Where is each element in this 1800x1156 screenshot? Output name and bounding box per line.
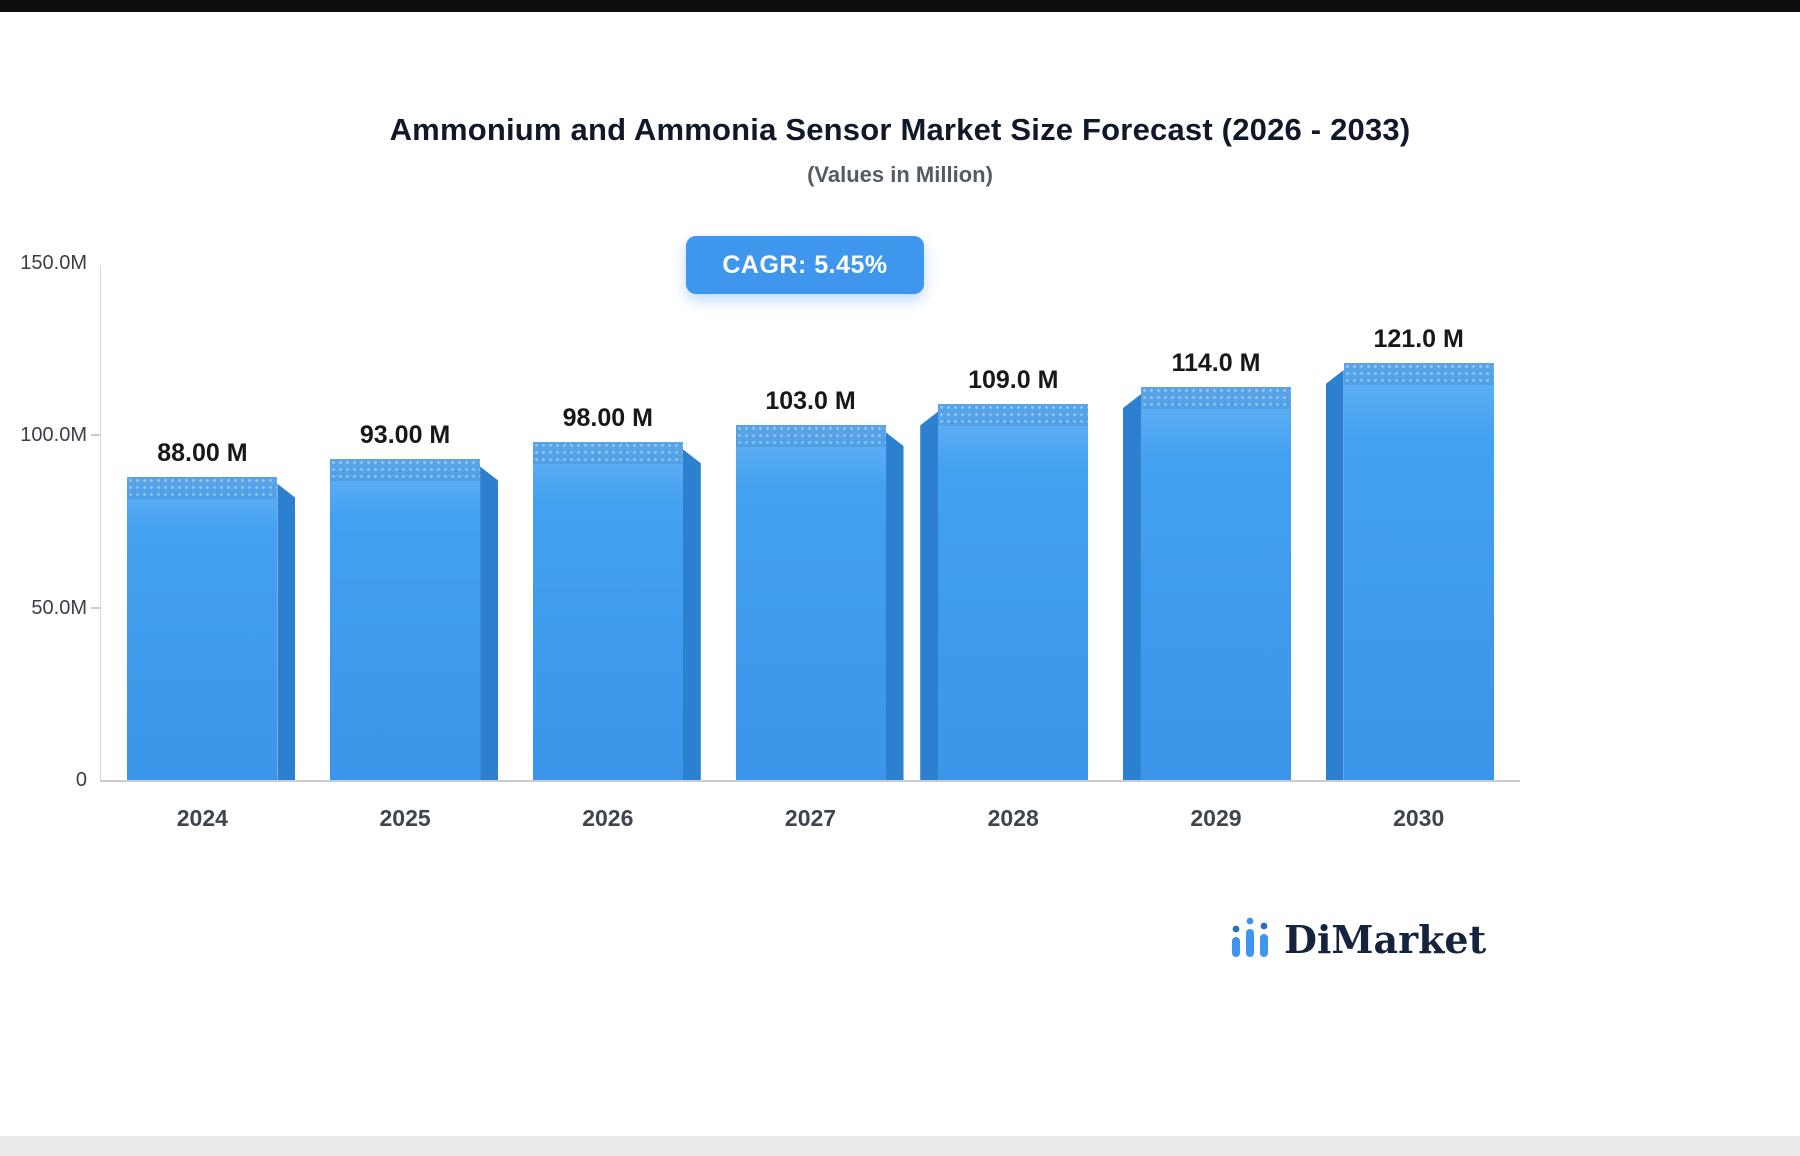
- bar-2025[interactable]: [330, 459, 499, 780]
- bar-top-face: [330, 459, 481, 482]
- y-tick-mark: [91, 606, 100, 609]
- bar-side-face: [682, 449, 701, 780]
- bar-top-face: [1140, 387, 1291, 410]
- cagr-badge: CAGR: 5.45%: [686, 236, 924, 294]
- bar-top-face: [1343, 362, 1494, 385]
- bar-slot-2030: 121.0 M 2030: [1317, 265, 1520, 831]
- bar-side-face: [1122, 394, 1141, 780]
- bar-side-face: [885, 432, 904, 780]
- bar-top-face: [735, 425, 886, 447]
- x-axis-label-2029: 2029: [1190, 805, 1242, 831]
- chart-card: Ammonium and Ammonia Sensor Market Size …: [0, 12, 1800, 1136]
- top-border: [0, 0, 1800, 12]
- bar-slot-2026: 98.00 M 2026: [506, 265, 709, 831]
- bar-value-label: 88.00 M: [157, 438, 248, 467]
- bar-2027[interactable]: [735, 425, 904, 780]
- bar-2029[interactable]: [1122, 387, 1291, 780]
- brand-logo: DiMarket: [1228, 915, 1486, 959]
- y-tick-label: 100.0M: [20, 424, 87, 447]
- bar-value-label: 93.00 M: [359, 421, 451, 450]
- y-tick-label: 150.0M: [20, 252, 87, 274]
- dimarket-logo-icon: [1232, 917, 1268, 957]
- x-axis-label-2024: 2024: [176, 805, 228, 831]
- bar-value-label: 109.0 M: [968, 366, 1059, 395]
- bar-side-face: [1325, 369, 1344, 780]
- bar-2028[interactable]: [920, 404, 1089, 780]
- bar-slot-2024: 88.00 M 2024: [101, 265, 304, 831]
- bar-value-label: 121.0 M: [1373, 324, 1464, 353]
- x-axis-label-2026: 2026: [582, 805, 634, 831]
- bar-value-label: 103.0 M: [765, 387, 856, 415]
- bar-slot-2029: 114.0 M 2029: [1115, 265, 1318, 831]
- bar-top-face: [127, 476, 278, 499]
- bar-2026[interactable]: [532, 442, 701, 780]
- chart-title: Ammonium and Ammonia Sensor Market Size …: [389, 112, 1411, 147]
- x-axis-label-2028: 2028: [987, 805, 1039, 831]
- bar-slot-2027: 103.0 M 2027: [709, 265, 912, 831]
- bar-2024[interactable]: [127, 476, 296, 780]
- bar-side-face: [480, 466, 499, 780]
- y-tick-label: 50.0M: [31, 596, 87, 619]
- bar-slot-2025: 93.00 M 2025: [304, 265, 507, 831]
- bar-value-label: 114.0 M: [1171, 349, 1261, 378]
- dimarket-logo-text: DiMarket: [1284, 917, 1487, 962]
- bottom-border: [0, 1136, 1800, 1156]
- bar-top-face: [532, 442, 683, 465]
- y-tick-mark: [91, 434, 100, 437]
- bar-value-label: 98.00 M: [562, 404, 653, 433]
- bars-container: 88.00 M 2024 93.00 M 2025 98.00 M 2026 103.0 M…: [101, 265, 1520, 831]
- bar-2030[interactable]: [1325, 362, 1494, 780]
- bar-side-face: [920, 411, 939, 780]
- bar-slot-2028: 109.0 M 2028: [912, 265, 1115, 831]
- x-axis-label-2030: 2030: [1393, 805, 1445, 831]
- bar-side-face: [277, 483, 296, 780]
- chart-subtitle: (Values in Million): [807, 162, 993, 187]
- y-tick-label: 0: [75, 769, 87, 791]
- x-axis-label-2027: 2027: [784, 805, 837, 831]
- plot-area: 0 50.0M 100.0M 150.0M 88.00 M 2024 93.00 M 202…: [20, 252, 1520, 831]
- cagr-badge-label: CAGR: 5.45%: [722, 250, 888, 279]
- x-axis-label-2025: 2025: [379, 805, 431, 831]
- bar-top-face: [938, 404, 1089, 427]
